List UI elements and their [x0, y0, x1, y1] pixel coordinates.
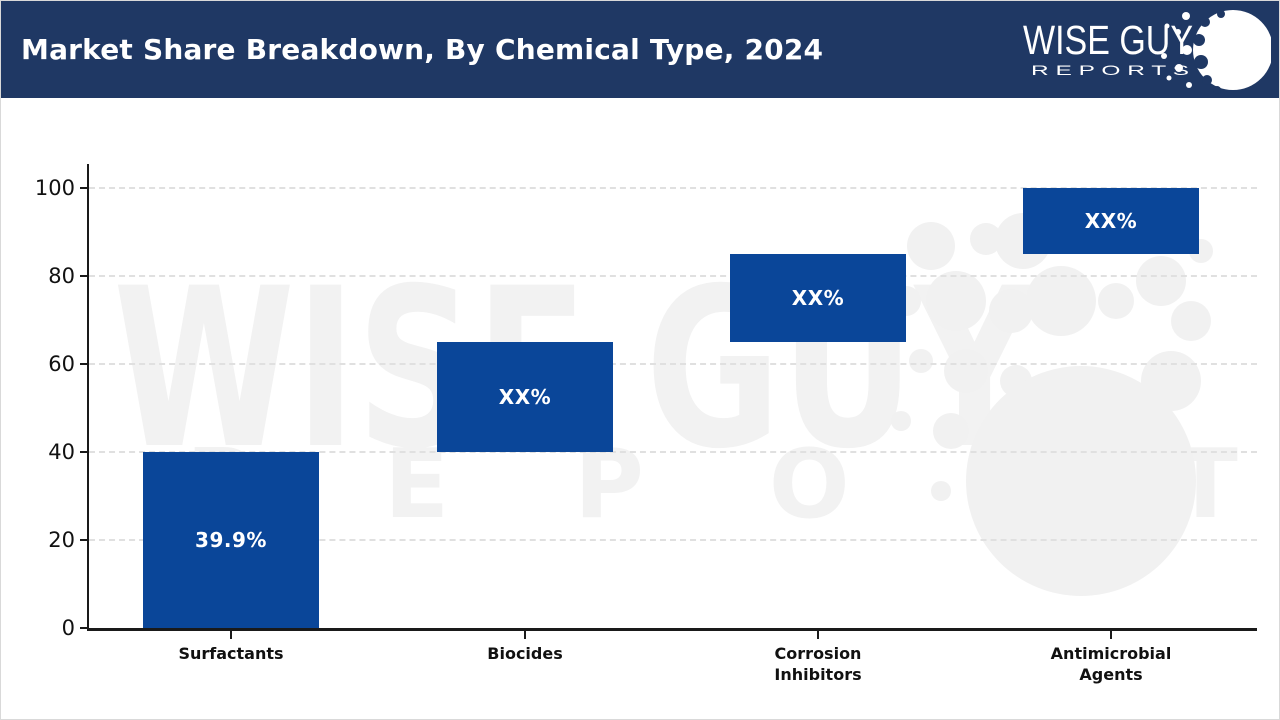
bar-value-label-antimicrobial-agents: XX%	[1084, 209, 1138, 233]
logo-head-icon	[1161, 9, 1271, 90]
y-tick-label: 40	[48, 440, 75, 464]
logo-reports-text: R E P O R T S	[1031, 62, 1189, 78]
bar-value-label-corrosion-inhibitors: XX%	[791, 286, 845, 310]
logo-head-cut-dots	[1193, 9, 1225, 94]
gridline-40	[89, 451, 1257, 453]
y-tick-label: 100	[34, 176, 75, 200]
y-tick-mark	[80, 363, 87, 365]
gridline-100	[89, 187, 1257, 189]
bar-corrosion-inhibitors: XX%	[730, 254, 906, 342]
y-tick-mark	[80, 627, 87, 629]
y-tick-label: 20	[48, 528, 75, 552]
header-bar: Market Share Breakdown, By Chemical Type…	[1, 1, 1279, 98]
category-label-antimicrobial-agents: Antimicrobial Agents	[1050, 644, 1172, 684]
category-label-biocides: Biocides	[487, 644, 563, 663]
gridline-80	[89, 275, 1257, 277]
y-tick-mark	[80, 187, 87, 189]
gridline-20	[89, 539, 1257, 541]
y-axis-line	[87, 164, 89, 631]
bar-antimicrobial-agents: XX%	[1023, 188, 1199, 254]
wiseguy-reports-logo: WISE GUY R E P O R T S	[1023, 9, 1271, 94]
gridline-60	[89, 363, 1257, 365]
x-axis-line	[87, 628, 1257, 631]
x-tick-mark	[524, 631, 526, 639]
y-tick-mark	[80, 275, 87, 277]
x-tick-mark	[817, 631, 819, 639]
y-tick-label: 80	[48, 264, 75, 288]
category-label-corrosion-inhibitors: Corrosion Inhibitors	[774, 644, 862, 684]
y-tick-mark	[80, 539, 87, 541]
bar-biocides: XX%	[437, 342, 613, 452]
bar-value-label-biocides: XX%	[498, 385, 552, 409]
y-tick-label: 60	[48, 352, 75, 376]
page-title: Market Share Breakdown, By Chemical Type…	[21, 33, 824, 66]
y-tick-label: 0	[61, 616, 75, 640]
y-tick-mark	[80, 451, 87, 453]
category-label-surfactants: Surfactants	[178, 644, 284, 663]
x-tick-mark	[230, 631, 232, 639]
bar-value-label-surfactants: 39.9%	[195, 528, 267, 552]
bar-surfactants: 39.9%	[143, 452, 319, 628]
x-tick-mark	[1110, 631, 1112, 639]
